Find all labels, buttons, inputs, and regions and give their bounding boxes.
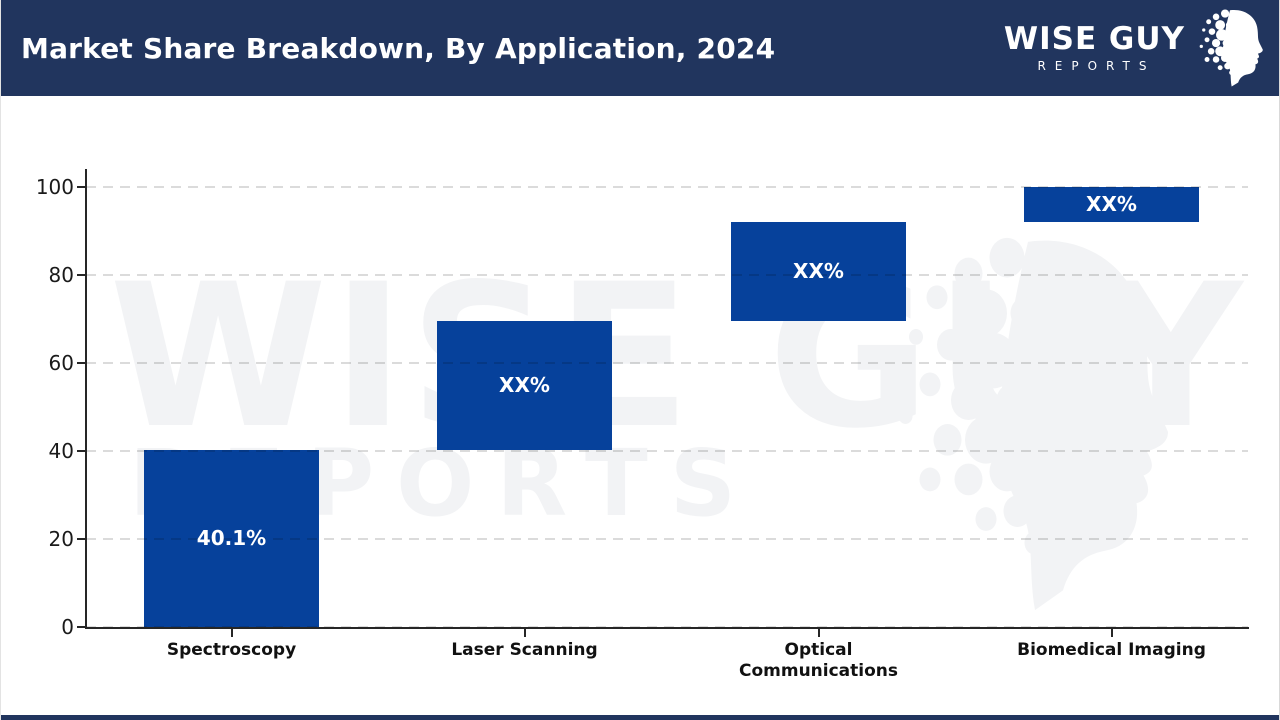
x-category-label-biomedical-imaging: Biomedical Imaging — [1017, 640, 1206, 660]
y-tick-label: 80 — [48, 262, 74, 287]
bar-optical-communications — [731, 221, 906, 321]
x-tick-mark — [817, 629, 820, 637]
x-category-label-spectroscopy: Spectroscopy — [166, 640, 297, 660]
logo-wordmark-line2: REPORTS — [1037, 58, 1156, 73]
bar-value-label-spectroscopy: 40.1% — [196, 526, 267, 551]
logo-wordmark: WISE GUY REPORTS — [1003, 20, 1185, 73]
gridline — [86, 361, 1248, 364]
x-tick-mark — [1110, 629, 1113, 637]
y-tick-mark — [77, 449, 86, 452]
gridline — [86, 185, 1248, 188]
gridline — [86, 537, 1248, 540]
bar-laser-scanning — [437, 320, 612, 451]
bar-value-label-biomedical-imaging: XX% — [1086, 191, 1137, 216]
wise-guy-logo: WISE GUY REPORTS — [1004, 6, 1271, 90]
y-tick-mark — [77, 273, 86, 276]
x-category-label-optical-communications: Optical Communications — [738, 640, 899, 681]
y-axis-line — [85, 169, 87, 629]
logo-face-icon — [1199, 9, 1263, 87]
x-tick-mark — [230, 629, 233, 637]
y-tick-mark — [77, 626, 86, 628]
gridline — [86, 273, 1248, 276]
bar-spectroscopy — [144, 450, 319, 627]
page-title: Market Share Breakdown, By Application, … — [21, 31, 776, 65]
x-category-label-laser-scanning: Laser Scanning — [451, 640, 598, 660]
header-band: Market Share Breakdown, By Application, … — [1, 0, 1279, 96]
y-tick-mark — [77, 185, 86, 188]
y-tick-mark — [77, 361, 86, 364]
y-tick-mark — [77, 537, 86, 540]
gridline — [86, 449, 1248, 452]
y-tick-label: 40 — [48, 438, 74, 463]
bottom-accent-bar — [1, 715, 1279, 720]
y-tick-label: 60 — [48, 350, 74, 375]
x-axis-line — [85, 627, 1249, 629]
bar-value-label-optical-communications: XX% — [793, 258, 844, 283]
y-tick-label: 100 — [35, 174, 74, 199]
x-tick-mark — [523, 629, 526, 637]
logo-wordmark-line1: WISE GUY — [1003, 20, 1185, 57]
y-tick-label: 0 — [61, 615, 74, 639]
bar-value-label-laser-scanning: XX% — [499, 372, 550, 397]
y-tick-label: 20 — [48, 526, 74, 551]
bar-biomedical-imaging — [1024, 186, 1199, 222]
